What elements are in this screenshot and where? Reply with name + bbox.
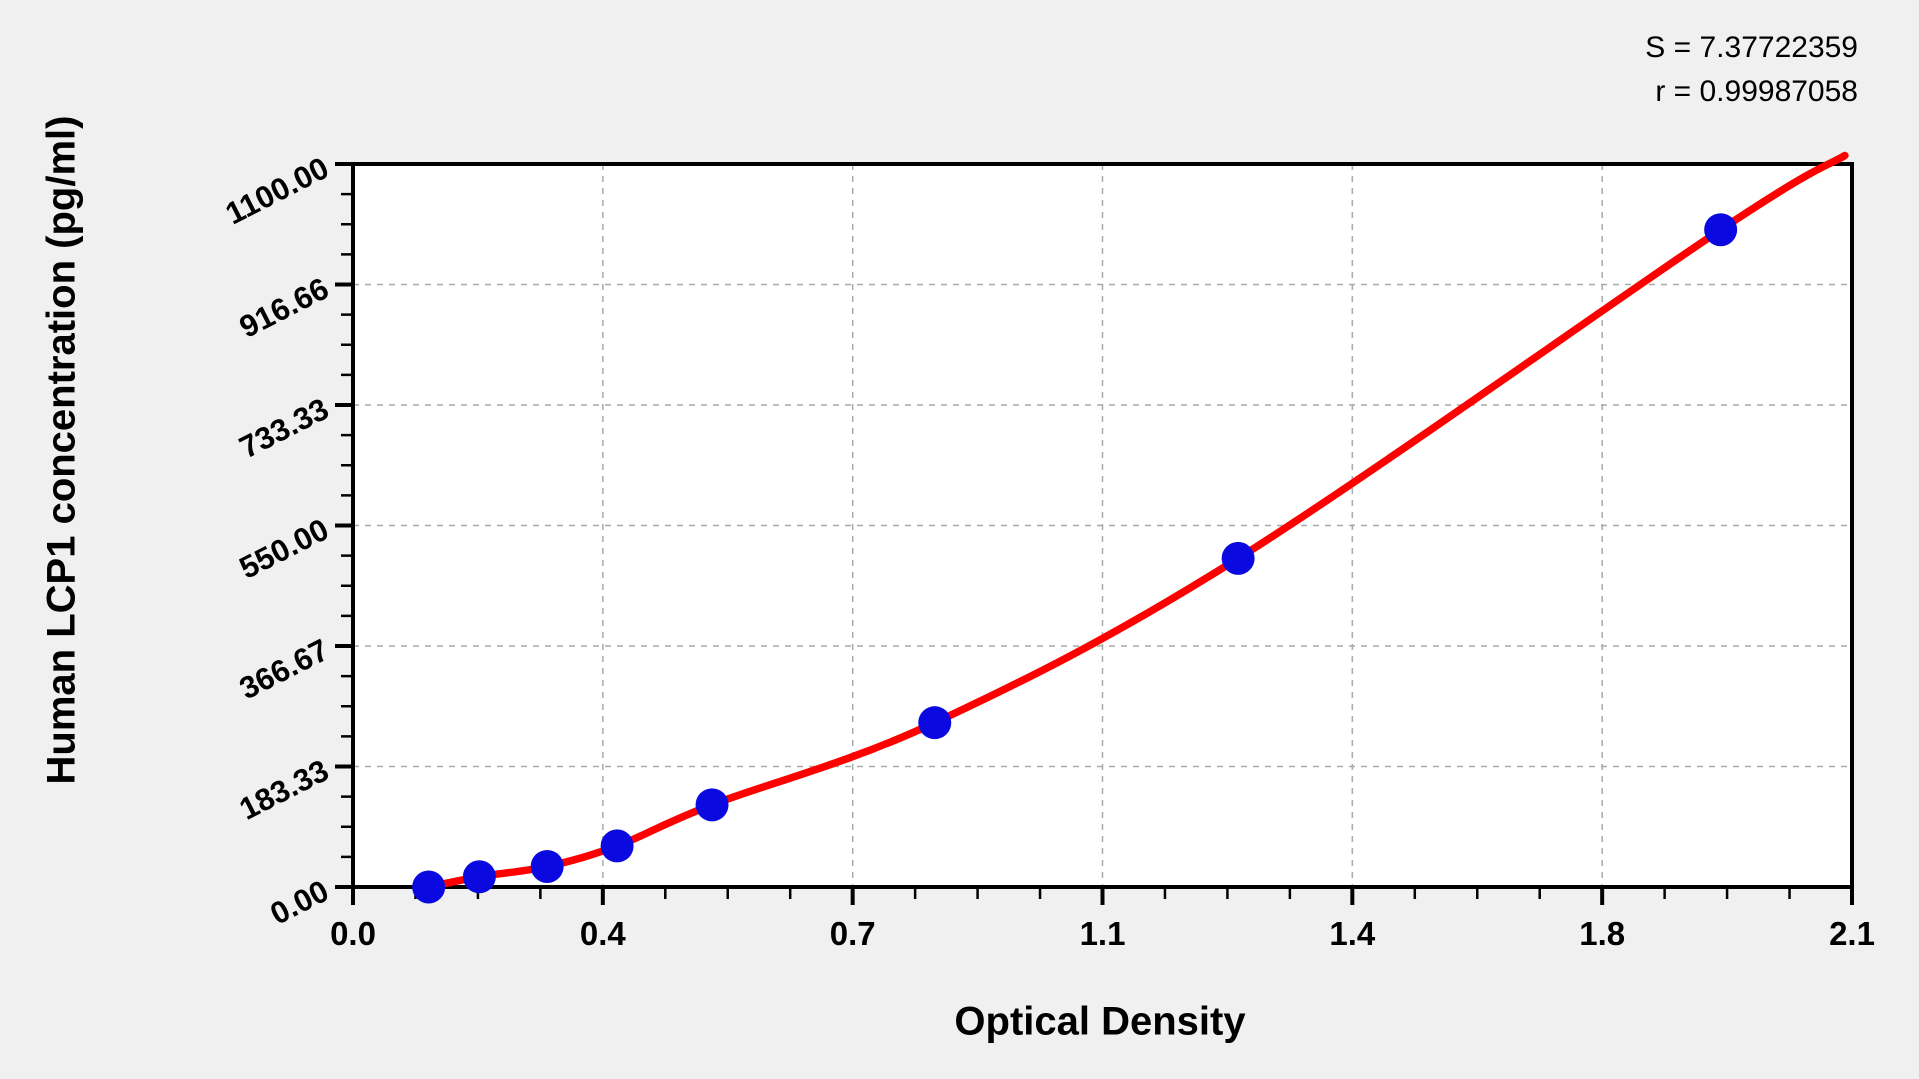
x-tick-label: 0.0 [330, 915, 376, 952]
fit-statistics: S = 7.37722359 r = 0.99987058 [1645, 26, 1858, 114]
stat-r-value: r = 0.99987058 [1655, 75, 1858, 108]
data-point [530, 849, 564, 883]
y-tick-label: 916.66 [234, 271, 334, 345]
x-tick-label: 0.4 [580, 915, 627, 952]
data-point [695, 788, 729, 822]
plot-border [351, 162, 1854, 889]
x-tick-label: 0.7 [830, 915, 876, 952]
data-point [1704, 213, 1738, 247]
data-point [600, 829, 634, 863]
data-point [1221, 541, 1255, 575]
y-tick-label: 0.00 [265, 873, 335, 932]
y-tick-label: 183.33 [234, 753, 334, 827]
data-point [412, 870, 446, 904]
x-tick-label: 1.4 [1329, 915, 1376, 952]
data-point [918, 706, 952, 740]
y-tick-label: 550.00 [234, 512, 334, 586]
x-tick-label: 1.8 [1579, 915, 1625, 952]
y-tick-label: 366.67 [234, 632, 334, 706]
stat-s-value: S = 7.37722359 [1645, 31, 1858, 64]
x-tick-label: 1.1 [1080, 915, 1126, 952]
data-point [462, 860, 496, 894]
x-axis-title: Optical Density [954, 999, 1246, 1044]
y-tick-label: 1100.00 [220, 150, 334, 231]
y-tick-label: 733.33 [234, 391, 334, 465]
x-tick-label: 2.1 [1829, 915, 1875, 952]
